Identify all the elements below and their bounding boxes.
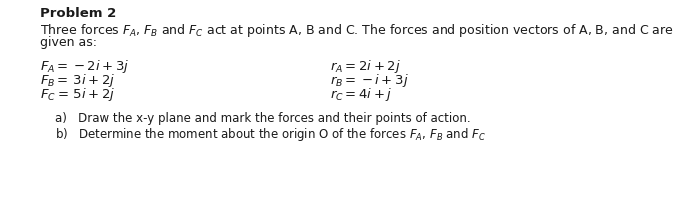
Text: $\mathit{F}_B =\, 3i+2j$: $\mathit{F}_B =\, 3i+2j$ bbox=[40, 72, 116, 89]
Text: $r_B = -i+3j$: $r_B = -i+3j$ bbox=[330, 72, 409, 89]
Text: given as:: given as: bbox=[40, 36, 97, 49]
Text: a)   Draw the x-y plane and mark the forces and their points of action.: a) Draw the x-y plane and mark the force… bbox=[55, 112, 470, 125]
Text: $\mathit{F}_A = -2i+3j$: $\mathit{F}_A = -2i+3j$ bbox=[40, 58, 130, 75]
Text: Problem 2: Problem 2 bbox=[40, 7, 116, 20]
Text: $\mathit{F}_C =\, 5i+2j$: $\mathit{F}_C =\, 5i+2j$ bbox=[40, 86, 116, 103]
Text: $r_C = 4i + j$: $r_C = 4i + j$ bbox=[330, 86, 393, 103]
Text: b)   Determine the moment about the origin O of the forces $\mathit{F}_A$, $\mat: b) Determine the moment about the origin… bbox=[55, 126, 486, 143]
Text: Three forces $\mathit{F}_A$, $\mathit{F}_B$ and $\mathit{F}_C$ act at points A, : Three forces $\mathit{F}_A$, $\mathit{F}… bbox=[40, 22, 673, 39]
Text: $r_A = 2i+2j$: $r_A = 2i+2j$ bbox=[330, 58, 401, 75]
